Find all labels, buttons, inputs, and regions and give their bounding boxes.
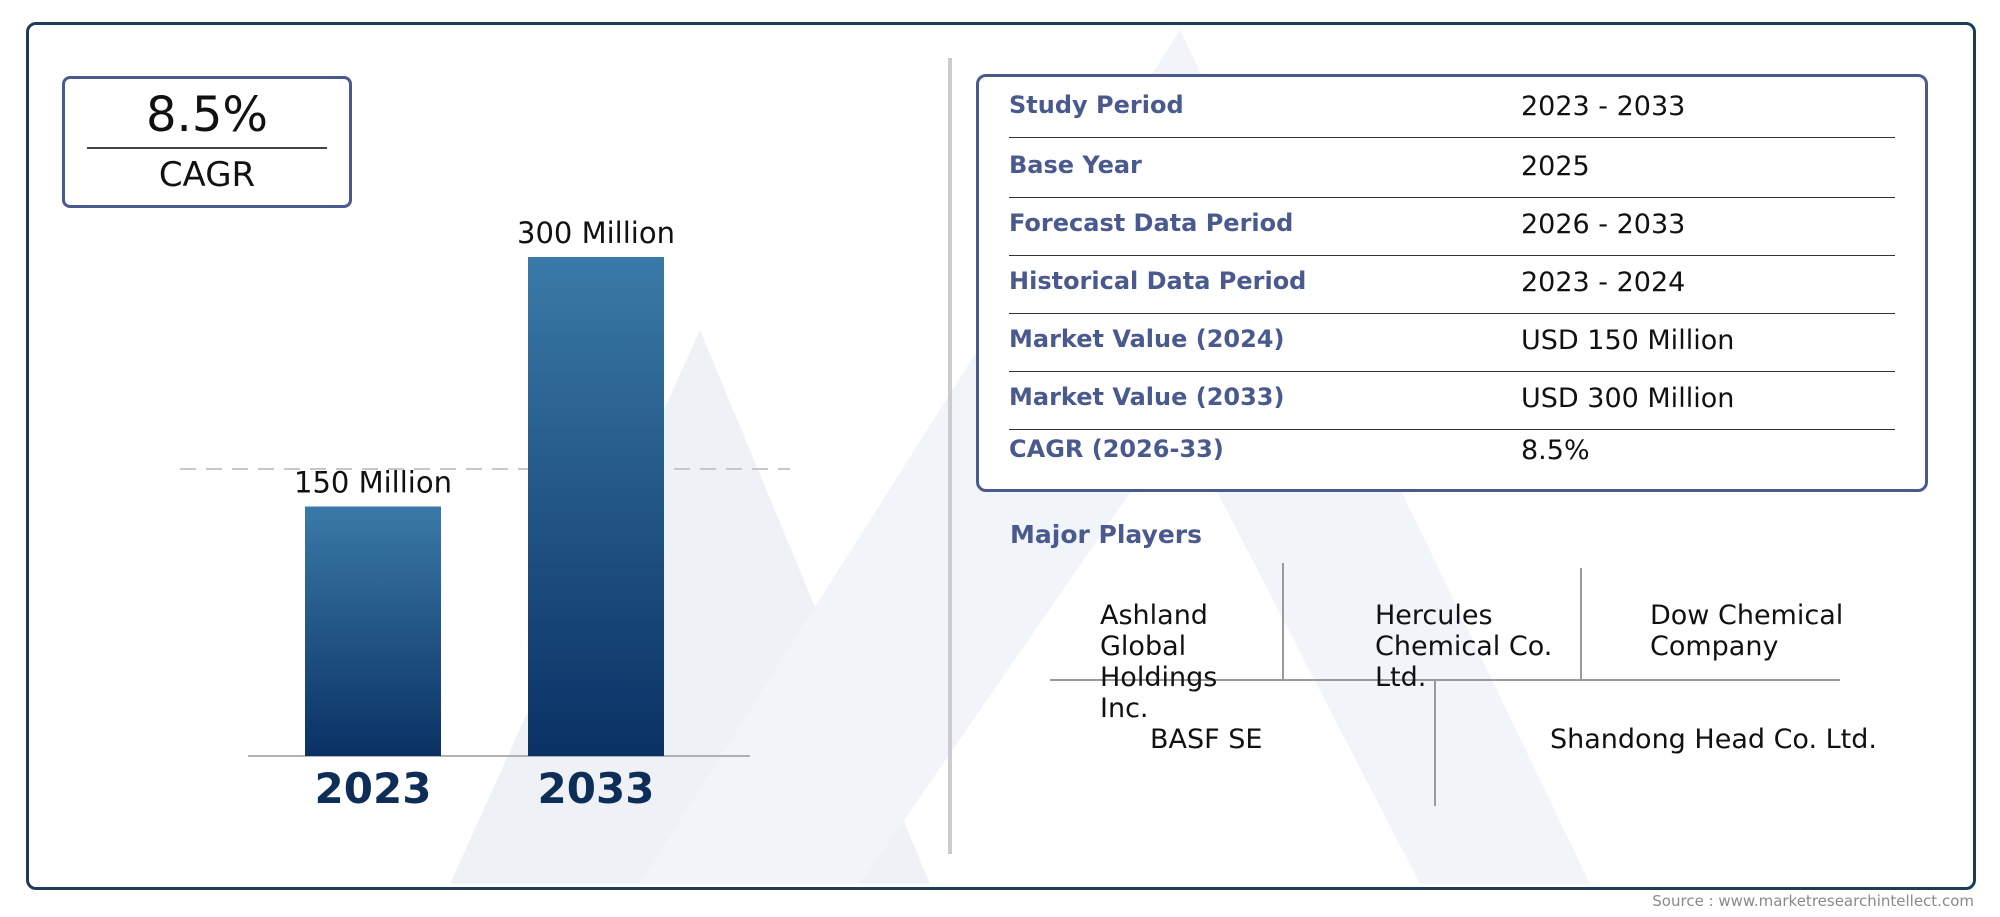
info-row: Market Value (2033) USD 300 Million bbox=[1009, 371, 1895, 430]
info-row: Study Period 2023 - 2033 bbox=[1009, 79, 1895, 138]
cagr-label: CAGR bbox=[158, 155, 256, 195]
info-row-label: Market Value (2024) bbox=[1009, 325, 1285, 353]
players-vertical-line-2 bbox=[1580, 568, 1582, 680]
info-row-value: USD 150 Million bbox=[1521, 325, 1735, 356]
cagr-divider bbox=[87, 147, 327, 149]
source-credit: Source : www.marketresearchintellect.com bbox=[1652, 892, 1974, 910]
market-info-table: Study Period 2023 - 2033 Base Year 2025 Fore… bbox=[976, 74, 1928, 492]
bar-value-label: 150 Million bbox=[294, 466, 452, 500]
cagr-box: 8.5% CAGR bbox=[62, 76, 352, 208]
players-vertical-line-3 bbox=[1434, 680, 1436, 806]
players-vertical-line-1 bbox=[1282, 563, 1284, 680]
info-row-value: 2025 bbox=[1521, 151, 1590, 182]
info-row: Forecast Data Period 2026 - 2033 bbox=[1009, 197, 1895, 256]
info-row-label: Historical Data Period bbox=[1009, 267, 1307, 295]
info-row: CAGR (2026-33) 8.5% bbox=[1009, 423, 1895, 481]
info-row-value: 2023 - 2024 bbox=[1521, 267, 1686, 298]
info-row-value: 8.5% bbox=[1521, 435, 1590, 466]
info-row: Historical Data Period 2023 - 2024 bbox=[1009, 255, 1895, 314]
panel-divider bbox=[948, 58, 952, 854]
info-row-label: Base Year bbox=[1009, 151, 1142, 179]
cagr-value: 8.5% bbox=[146, 87, 268, 143]
info-row: Market Value (2024) USD 150 Million bbox=[1009, 313, 1895, 372]
category-label: 2023 bbox=[315, 764, 432, 813]
bar-value-label: 300 Million bbox=[517, 216, 675, 250]
info-row-label: Study Period bbox=[1009, 91, 1184, 119]
info-row: Base Year 2025 bbox=[1009, 139, 1895, 198]
player-ashland: Ashland Global Holdings Inc. bbox=[1100, 600, 1218, 724]
bar-2033 bbox=[528, 257, 664, 756]
category-label: 2033 bbox=[538, 764, 655, 813]
bar-2023 bbox=[305, 506, 441, 756]
info-row-value: 2026 - 2033 bbox=[1521, 209, 1686, 240]
players-horizontal-line bbox=[1050, 679, 1840, 681]
info-row-value: 2023 - 2033 bbox=[1521, 91, 1686, 122]
info-row-value: USD 300 Million bbox=[1521, 383, 1735, 414]
major-players-title: Major Players bbox=[1010, 520, 1202, 549]
info-row-label: CAGR (2026-33) bbox=[1009, 435, 1224, 463]
info-row-label: Market Value (2033) bbox=[1009, 383, 1285, 411]
info-row-label: Forecast Data Period bbox=[1009, 209, 1294, 237]
player-dow: Dow Chemical Company bbox=[1650, 600, 1844, 662]
player-shandong: Shandong Head Co. Ltd. bbox=[1550, 724, 1877, 755]
player-basf: BASF SE bbox=[1150, 724, 1263, 755]
player-hercules: Hercules Chemical Co. Ltd. bbox=[1375, 600, 1553, 693]
